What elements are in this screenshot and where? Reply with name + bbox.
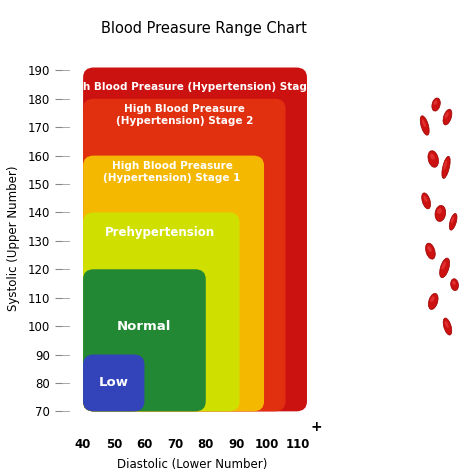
FancyBboxPatch shape [83, 68, 307, 411]
Ellipse shape [430, 296, 435, 302]
Text: +: + [310, 420, 322, 434]
X-axis label: Diastolic (Lower Number): Diastolic (Lower Number) [117, 458, 267, 471]
Ellipse shape [422, 193, 430, 209]
Text: High Blood Preasure (Hypertension) Stage 3: High Blood Preasure (Hypertension) Stage… [63, 82, 324, 92]
Ellipse shape [442, 262, 446, 269]
Ellipse shape [428, 151, 438, 167]
Ellipse shape [430, 154, 435, 159]
FancyBboxPatch shape [83, 212, 239, 411]
FancyBboxPatch shape [83, 269, 206, 411]
Ellipse shape [442, 156, 450, 178]
Ellipse shape [428, 246, 432, 252]
Ellipse shape [444, 160, 447, 170]
Ellipse shape [440, 258, 449, 278]
FancyBboxPatch shape [83, 355, 145, 411]
Ellipse shape [423, 196, 428, 202]
Ellipse shape [451, 217, 454, 223]
Ellipse shape [428, 293, 438, 309]
Ellipse shape [451, 279, 458, 290]
Ellipse shape [426, 243, 435, 259]
Ellipse shape [443, 109, 452, 125]
Ellipse shape [434, 100, 438, 105]
FancyBboxPatch shape [83, 156, 264, 411]
Y-axis label: Systolic (Upper Number): Systolic (Upper Number) [8, 165, 20, 311]
Text: Low: Low [99, 377, 129, 389]
Ellipse shape [420, 116, 429, 135]
Text: Normal: Normal [117, 319, 172, 333]
Ellipse shape [452, 281, 456, 285]
Ellipse shape [422, 119, 426, 127]
Text: Blood Preasure Range Chart: Blood Preasure Range Chart [101, 21, 307, 37]
Text: High Blood Preasure
(Hypertension) Stage 2: High Blood Preasure (Hypertension) Stage… [116, 104, 253, 126]
Ellipse shape [443, 318, 452, 335]
Ellipse shape [445, 112, 449, 118]
Text: Prehypertension: Prehypertension [105, 226, 215, 239]
FancyBboxPatch shape [83, 99, 285, 411]
Ellipse shape [435, 205, 446, 221]
Ellipse shape [449, 214, 457, 230]
Text: High Blood Preasure
(Hypertension) Stage 1: High Blood Preasure (Hypertension) Stage… [103, 161, 241, 183]
Ellipse shape [432, 98, 440, 111]
Ellipse shape [445, 321, 448, 328]
Ellipse shape [437, 208, 442, 214]
